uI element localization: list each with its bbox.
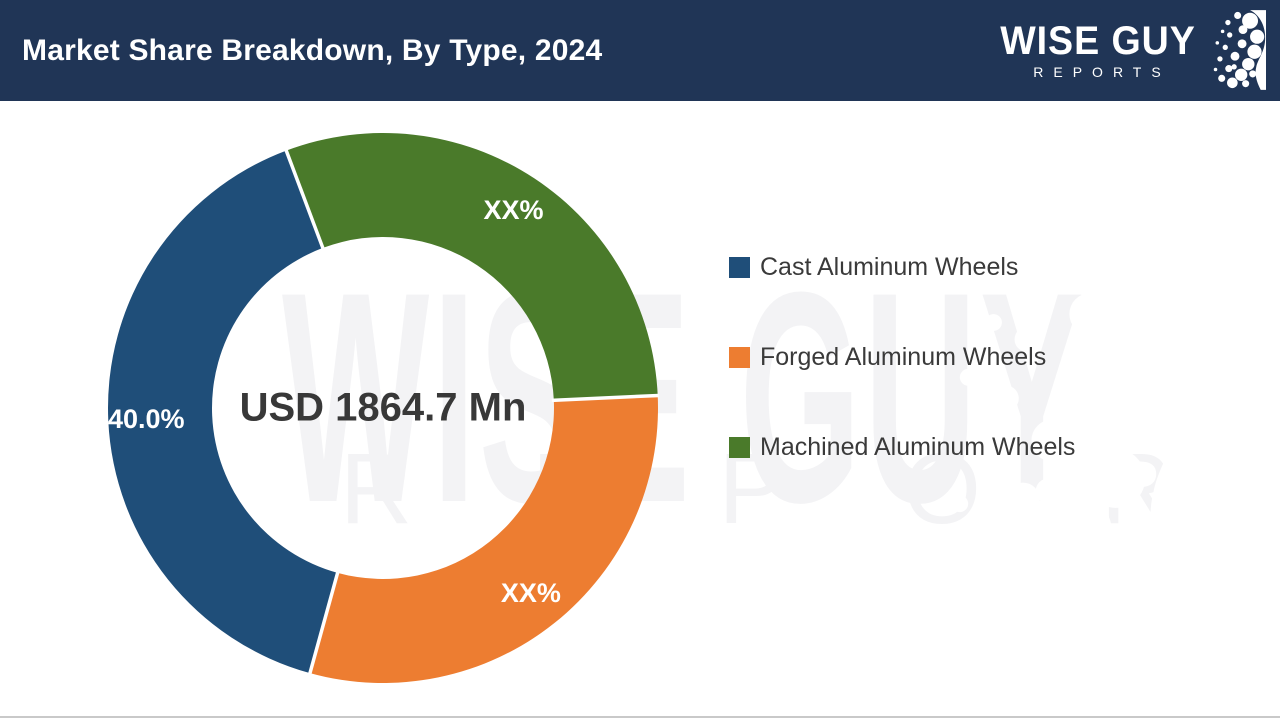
legend-item-cast: Cast Aluminum Wheels bbox=[729, 252, 1075, 281]
chart-area: WISE GUY R E P O R T S 40.0%XX%XX% USD 1… bbox=[0, 101, 1280, 720]
donut-slice-1 bbox=[309, 395, 658, 683]
donut-slice-2 bbox=[286, 132, 658, 401]
bottom-divider bbox=[0, 716, 1280, 718]
legend-label-forged: Forged Aluminum Wheels bbox=[760, 342, 1047, 371]
slice-separator bbox=[551, 393, 659, 403]
donut-chart: 40.0% XX% XX% bbox=[108, 132, 659, 683]
slice-separator bbox=[308, 570, 340, 675]
page-title: Market Share Breakdown, By Type, 2024 bbox=[22, 33, 603, 67]
header-bar: Market Share Breakdown, By Type, 2024 WI… bbox=[0, 0, 1280, 101]
slice-label-2: XX% bbox=[483, 195, 543, 225]
slice-separator bbox=[284, 149, 326, 251]
donut-slice-0 bbox=[108, 150, 338, 674]
watermark-text-1: WISE GUY bbox=[282, 229, 1088, 565]
legend-label-cast: Cast Aluminum Wheels bbox=[760, 252, 1019, 281]
brand-subtitle: REPORTS bbox=[1033, 64, 1171, 80]
legend-swatch-forged bbox=[729, 346, 750, 368]
face-profile-icon bbox=[1213, 10, 1266, 90]
brand-logo-text: WISE GUY REPORTS bbox=[994, 21, 1202, 79]
legend-item-machined: Machined Aluminum Wheels bbox=[729, 432, 1076, 461]
slice-label-0: 40.0% bbox=[108, 404, 185, 434]
slice-label-1: XX% bbox=[501, 578, 561, 608]
legend-swatch-cast bbox=[729, 256, 750, 278]
legend-item-forged: Forged Aluminum Wheels bbox=[729, 342, 1075, 371]
brand-logo: WISE GUY REPORTS bbox=[994, 10, 1266, 90]
legend-label-machined: Machined Aluminum Wheels bbox=[760, 432, 1076, 461]
chart-legend: Cast Aluminum Wheels Forged Aluminum Whe… bbox=[729, 252, 1076, 526]
brand-name: WISE GUY bbox=[1000, 19, 1196, 63]
chart-center-value: USD 1864.7 Mn bbox=[239, 385, 527, 430]
legend-swatch-machined bbox=[729, 436, 750, 458]
